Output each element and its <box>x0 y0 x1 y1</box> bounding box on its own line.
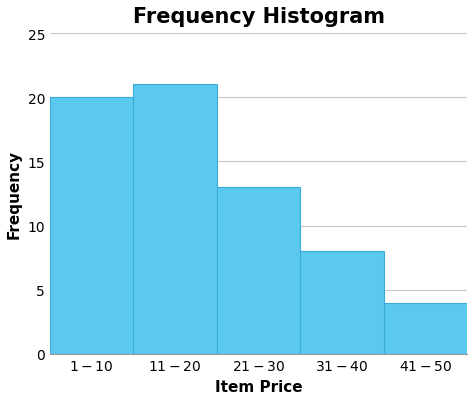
X-axis label: Item Price: Item Price <box>215 379 302 394</box>
Y-axis label: Frequency: Frequency <box>7 150 22 239</box>
Bar <box>217 188 300 354</box>
Bar <box>133 85 217 354</box>
Title: Frequency Histogram: Frequency Histogram <box>133 7 384 27</box>
Bar <box>50 98 133 354</box>
Bar <box>300 252 383 354</box>
Bar <box>383 303 467 354</box>
